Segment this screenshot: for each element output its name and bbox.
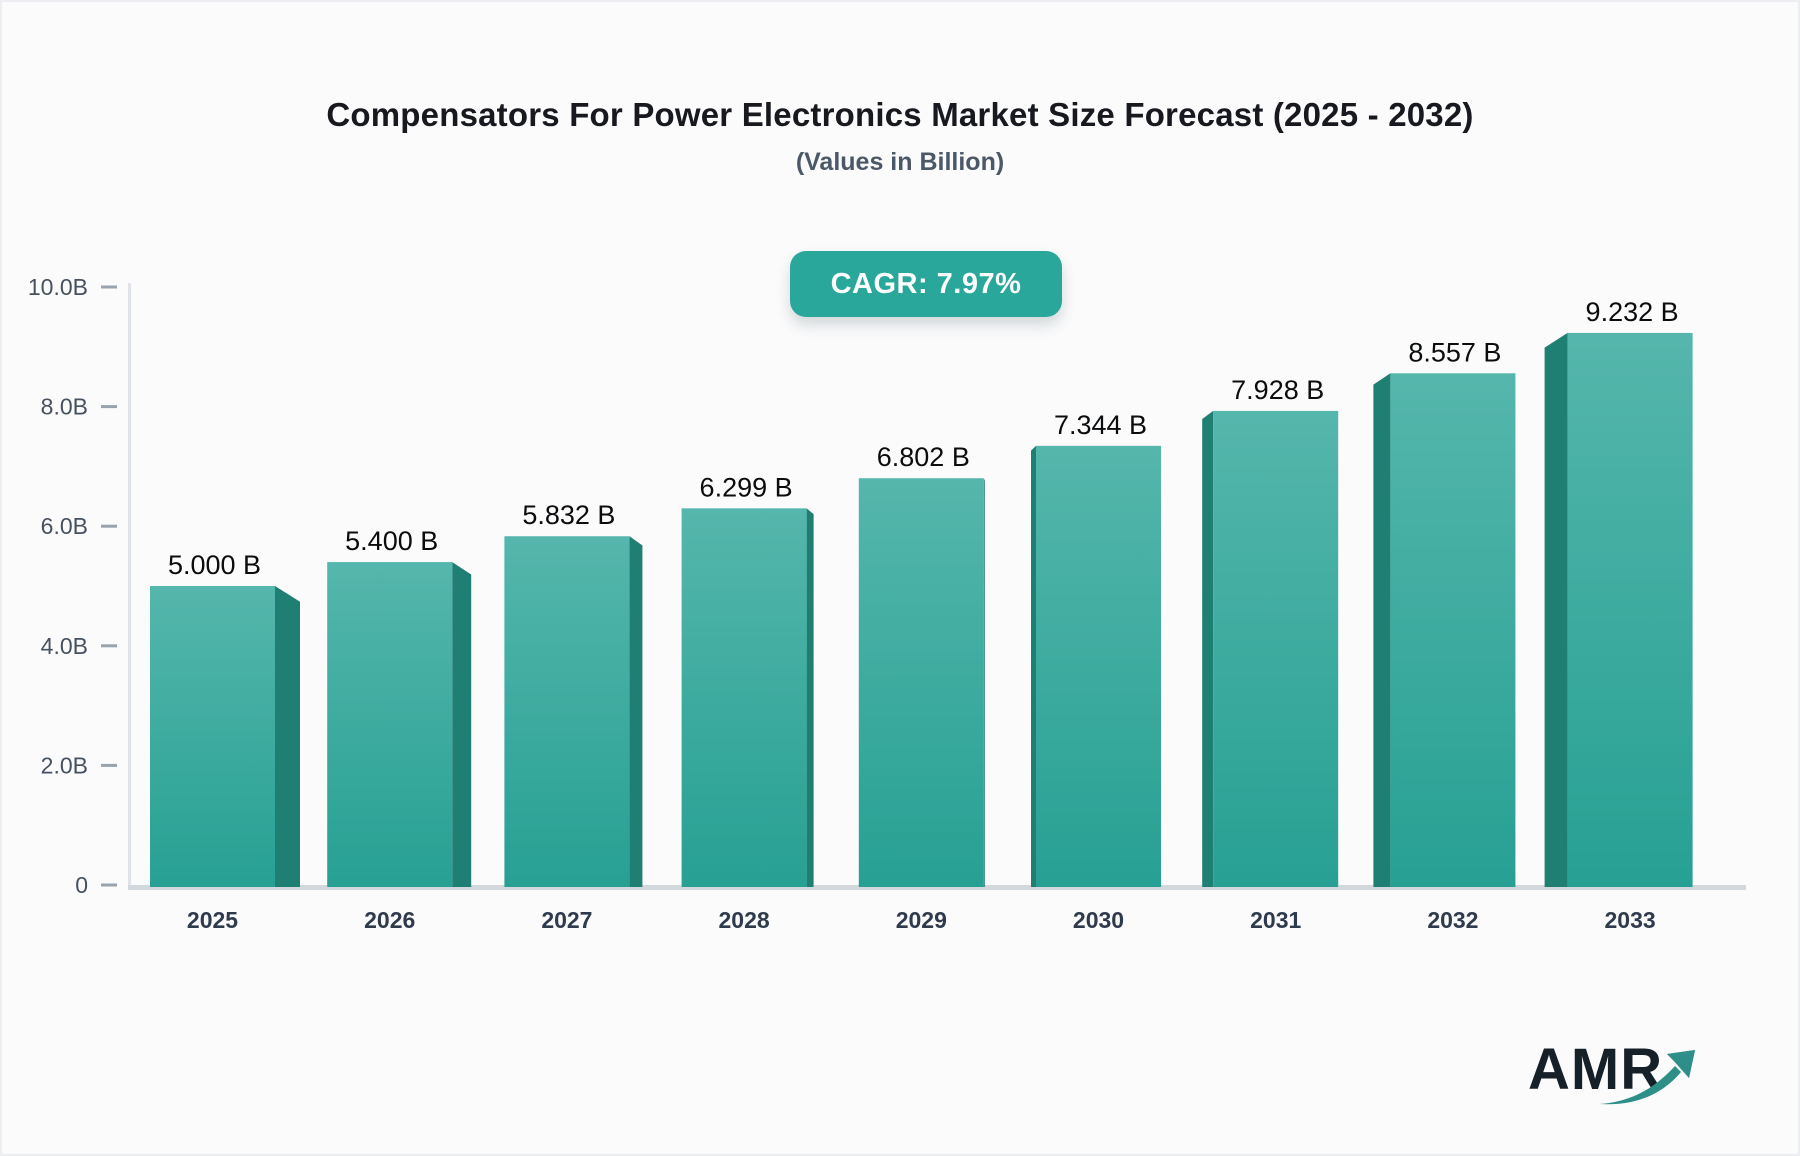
x-tick-label: 2032 <box>1427 907 1478 933</box>
bar-side <box>1031 445 1036 887</box>
y-tick <box>101 763 117 767</box>
x-tick-label: 2033 <box>1605 907 1656 933</box>
bar-side <box>983 478 985 887</box>
bar-side <box>629 536 643 887</box>
bar-side <box>1202 410 1214 887</box>
bar-side <box>1544 332 1568 887</box>
growth-arrow-icon <box>1599 1050 1695 1105</box>
y-tick <box>101 405 117 409</box>
bar-value-label: 6.299 B <box>700 472 793 502</box>
y-tick <box>101 285 117 289</box>
y-tick <box>101 644 117 648</box>
x-tick-label: 2025 <box>187 907 238 933</box>
x-tick-label: 2027 <box>541 907 592 933</box>
y-tick-label: 8.0B <box>41 394 88 420</box>
bar-face <box>858 478 984 887</box>
y-tick-label: 0 <box>75 872 88 898</box>
bar-face <box>150 586 275 887</box>
x-tick-label: 2030 <box>1073 907 1124 933</box>
chart-title: Compensators For Power Electronics Marke… <box>326 96 1474 133</box>
bar-face <box>1567 332 1693 887</box>
bar-value-label: 7.344 B <box>1054 410 1147 440</box>
logo-text: AMR <box>1528 1037 1664 1102</box>
x-tick-label: 2028 <box>719 907 770 933</box>
bar-face <box>681 508 807 887</box>
chart-subtitle: (Values in Billion) <box>795 148 1005 176</box>
bar-side <box>275 586 300 887</box>
bar-value-label: 6.802 B <box>877 442 970 472</box>
bar-side <box>1373 373 1391 888</box>
bar-value-label: 5.400 B <box>345 526 438 556</box>
bar-face <box>1213 410 1339 887</box>
y-tick-label: 2.0B <box>41 752 88 778</box>
bar-face <box>1390 373 1516 888</box>
bar-value-label: 5.000 B <box>168 550 261 580</box>
bar-value-label: 9.232 B <box>1586 297 1679 327</box>
bar-face <box>1036 445 1161 887</box>
bar-side <box>806 508 814 887</box>
x-tick-label: 2026 <box>364 907 415 933</box>
x-tick-label: 2031 <box>1250 907 1301 933</box>
bar-face <box>327 562 453 887</box>
bar-value-label: 8.557 B <box>1408 337 1501 367</box>
cagr-badge: CAGR: 7.97% <box>790 251 1062 317</box>
bar-value-label: 5.832 B <box>522 500 615 530</box>
y-tick <box>101 883 117 887</box>
bar-side <box>452 562 472 887</box>
bar-value-label: 7.928 B <box>1231 375 1324 405</box>
x-axis-line <box>128 885 1746 890</box>
y-tick <box>101 524 117 528</box>
company-logo: AMR <box>1528 1034 1728 1114</box>
y-axis-line <box>128 283 131 888</box>
x-tick-label: 2029 <box>896 907 947 933</box>
y-tick-label: 4.0B <box>41 633 88 659</box>
y-tick-label: 6.0B <box>41 513 88 539</box>
y-tick-label: 10.0B <box>28 274 88 300</box>
cagr-badge-label: CAGR: 7.97% <box>830 267 1022 300</box>
bar-face <box>504 536 630 887</box>
